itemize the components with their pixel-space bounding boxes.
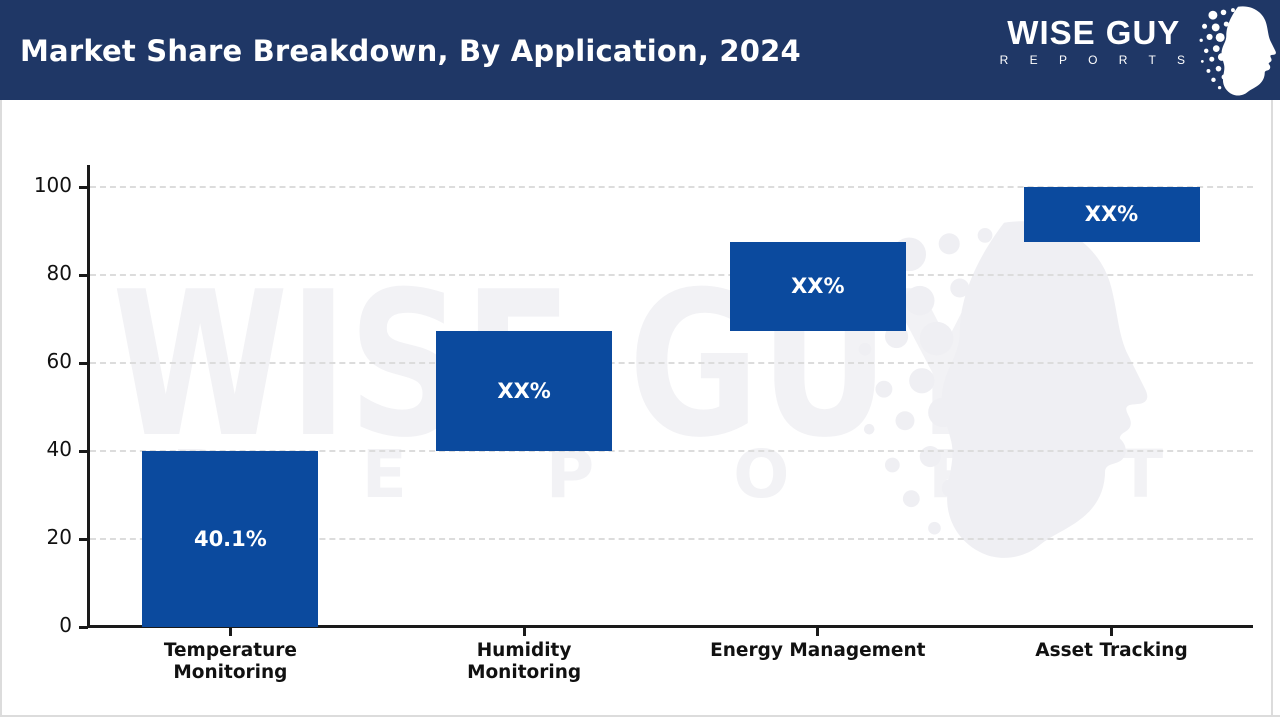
panel-border-right [1271, 100, 1273, 716]
bar-value-label: XX% [1084, 202, 1139, 227]
bar-energy-management: XX% [729, 241, 906, 331]
y-tick [79, 362, 88, 365]
y-tick [79, 274, 88, 277]
gridline [90, 186, 1253, 188]
x-tick [522, 627, 526, 636]
x-tick [228, 627, 232, 636]
bar-value-label: XX% [497, 378, 551, 403]
bar-value-label: 40.1% [193, 526, 267, 551]
gridline [90, 538, 1253, 540]
x-tick-label-asset-tracking: Asset Tracking [1035, 640, 1188, 661]
x-tick-label-humidity-monitoring: Humidity Monitoring [467, 640, 582, 684]
header-bar: Market Share Breakdown, By Application, … [0, 0, 1280, 100]
x-tick [1110, 627, 1113, 636]
gridline [90, 362, 1253, 364]
y-tick [79, 186, 88, 189]
y-tick-label: 20 [46, 525, 72, 549]
brand-logo-text: WISE GUY R E P O R T S [994, 16, 1194, 67]
bar-value-label: XX% [791, 274, 845, 299]
bar-temperature-monitoring: 40.1% [142, 450, 319, 627]
x-tick-label-temperature-monitoring: Temperature Monitoring [163, 640, 297, 684]
x-tick-label-energy-management: Energy Management [710, 640, 926, 661]
brand-subname: R E P O R T S [999, 53, 1194, 67]
y-tick-label: 40 [46, 437, 72, 461]
x-tick [816, 627, 820, 636]
y-tick-label: 80 [46, 261, 72, 285]
panel-border-left [0, 100, 2, 716]
bar-asset-tracking: XX% [1023, 187, 1200, 242]
gridline [90, 274, 1253, 276]
bar-humidity-monitoring: XX% [436, 330, 613, 451]
brand-name: WISE GUY [1007, 14, 1181, 51]
x-axis-line [86, 625, 1253, 628]
y-axis-line [86, 165, 90, 628]
y-tick [79, 626, 88, 629]
y-tick [79, 538, 88, 541]
gridline [90, 450, 1253, 452]
page-title: Market Share Breakdown, By Application, … [20, 34, 801, 68]
y-tick-label: 100 [33, 173, 72, 197]
y-tick-label: 0 [59, 613, 72, 637]
y-tick-label: 60 [46, 349, 72, 373]
brand-logo: WISE GUY R E P O R T S [994, 16, 1194, 67]
panel-border-bottom [0, 715, 1280, 717]
y-tick [79, 450, 88, 453]
